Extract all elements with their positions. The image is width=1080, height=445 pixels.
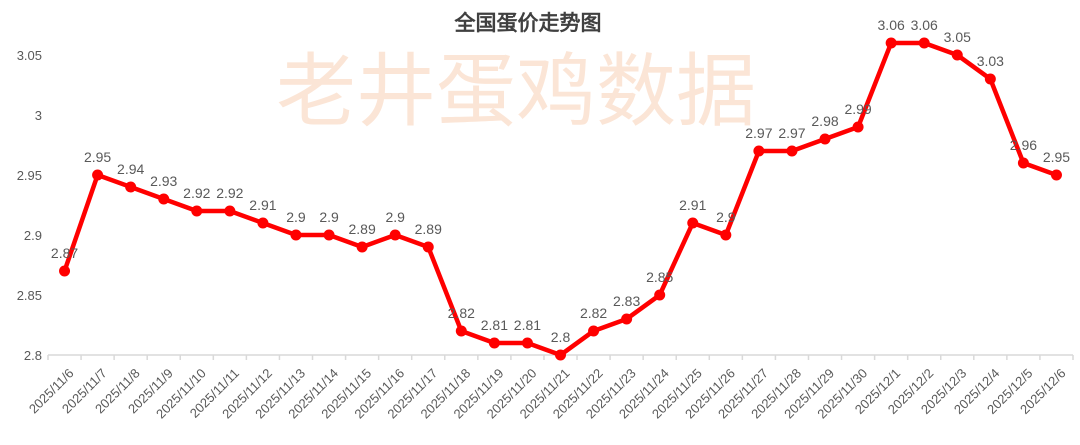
data-point-marker	[819, 133, 831, 145]
y-axis-tick-label: 2.8	[24, 348, 42, 363]
data-point-label: 2.94	[117, 161, 144, 177]
data-point-marker	[224, 205, 236, 217]
data-point-marker	[455, 325, 467, 337]
data-point-label: 2.9	[385, 209, 405, 225]
data-point-label: 2.82	[448, 305, 475, 321]
data-point-label: 2.95	[84, 149, 111, 165]
y-axis-tick-label: 2.9	[24, 228, 42, 243]
data-point-marker	[720, 229, 732, 241]
data-point-marker	[687, 217, 699, 229]
data-point-label: 2.97	[745, 125, 772, 141]
data-point-label: 2.91	[679, 197, 706, 213]
data-point-label: 2.99	[844, 101, 871, 117]
data-point-label: 2.92	[216, 185, 243, 201]
data-point-label: 2.82	[580, 305, 607, 321]
y-axis-tick-label: 3	[35, 108, 42, 123]
data-point-marker	[389, 229, 401, 241]
y-axis-tick-label: 2.85	[17, 288, 42, 303]
data-point-label: 2.92	[183, 185, 210, 201]
data-point-marker	[290, 229, 302, 241]
data-point-marker	[1050, 169, 1062, 181]
data-point-label: 2.85	[646, 269, 673, 285]
data-point-marker	[59, 265, 71, 277]
data-point-marker	[1017, 157, 1029, 169]
chart-title: 全国蛋价走势图	[454, 12, 602, 35]
data-point-marker	[323, 229, 335, 241]
data-point-label: 2.81	[514, 317, 541, 333]
data-point-marker	[654, 289, 666, 301]
data-point-label: 2.93	[150, 173, 177, 189]
data-point-label: 2.98	[811, 113, 838, 129]
data-point-label: 2.96	[1010, 137, 1037, 153]
data-point-marker	[852, 121, 864, 133]
data-point-marker	[125, 181, 137, 193]
data-point-marker	[885, 37, 897, 49]
data-point-marker	[555, 349, 566, 361]
data-point-marker	[588, 325, 600, 337]
data-point-marker	[984, 73, 996, 85]
watermark-text: 老井蛋鸡数据	[276, 45, 756, 138]
data-point-label: 2.9	[319, 209, 339, 225]
y-axis-tick-label: 2.95	[17, 168, 42, 183]
data-point-label: 2.89	[415, 221, 442, 237]
data-point-marker	[918, 37, 930, 49]
data-point-label: 2.89	[348, 221, 375, 237]
data-point-marker	[92, 169, 104, 181]
data-point-marker	[257, 217, 269, 229]
data-point-marker	[422, 241, 434, 253]
data-point-label: 3.03	[977, 53, 1004, 69]
data-point-marker	[521, 337, 533, 349]
data-point-label: 3.05	[944, 29, 971, 45]
data-point-label: 2.95	[1043, 149, 1070, 165]
data-point-label: 2.91	[249, 197, 276, 213]
data-point-marker	[191, 205, 203, 217]
data-point-marker	[488, 337, 500, 349]
data-point-marker	[786, 145, 798, 157]
data-point-label: 2.9	[286, 209, 306, 225]
data-point-label: 2.97	[778, 125, 805, 141]
data-point-label: 2.81	[481, 317, 508, 333]
data-point-label: 3.06	[911, 17, 938, 33]
data-point-marker	[621, 313, 633, 325]
data-point-marker	[356, 241, 368, 253]
data-point-label: 2.9	[716, 209, 736, 225]
data-point-label: 2.8	[551, 329, 571, 345]
data-point-label: 2.83	[613, 293, 640, 309]
data-point-marker	[753, 145, 765, 157]
data-point-label: 3.06	[878, 17, 905, 33]
data-point-marker	[158, 193, 170, 205]
data-point-label: 2.87	[51, 245, 78, 261]
price-line-series	[62, 40, 1059, 358]
y-axis-tick-label: 3.05	[17, 48, 42, 63]
data-point-marker	[951, 49, 963, 61]
